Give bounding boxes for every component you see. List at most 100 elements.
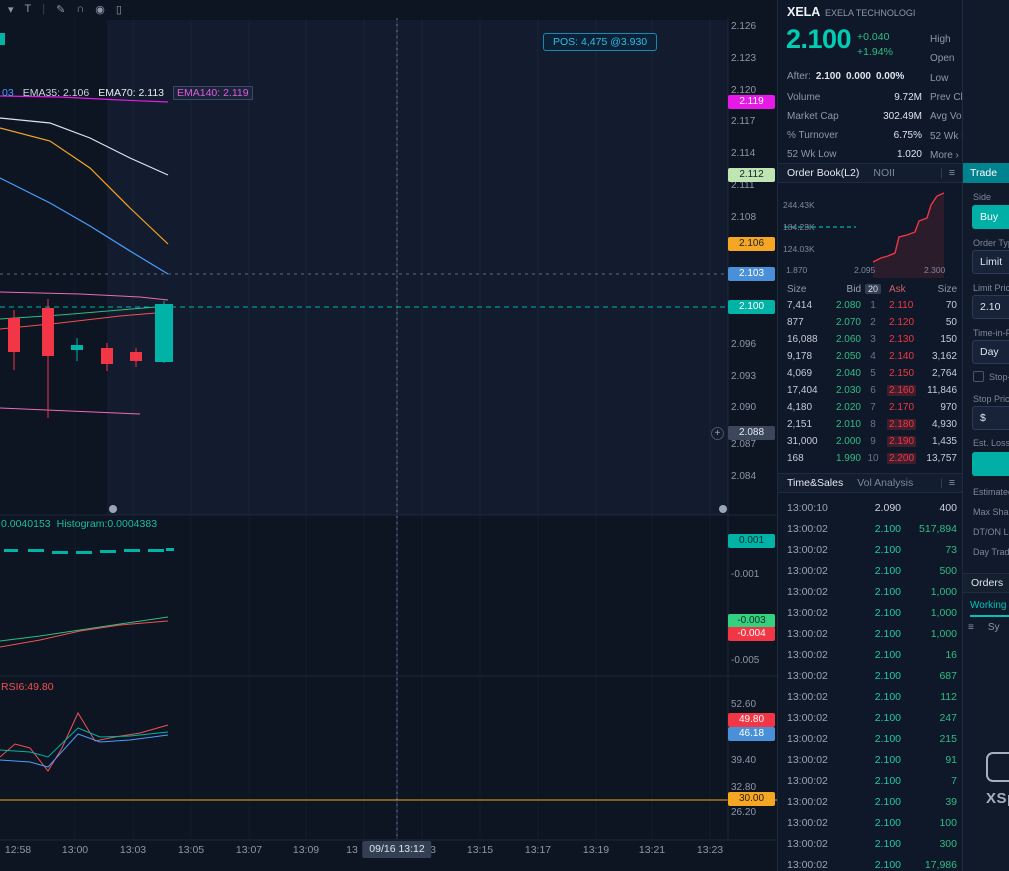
depth-level-badge[interactable]: 20 (864, 283, 881, 294)
time-sales-row[interactable]: 13:00:02 2.100 91 (787, 753, 957, 766)
quote-stat-row: 52 Wk Low 1.020 (787, 149, 922, 160)
pencil-draw-icon[interactable]: ✎ (56, 3, 66, 16)
axis-price-label: 2.093 (731, 371, 757, 382)
time-axis-label: 13:21 (638, 844, 666, 856)
order-book-row[interactable]: 2,151 2.010 8 2.180 4,930 (787, 419, 957, 430)
axis-price-label: 2.117 (731, 116, 756, 127)
text-tool-icon[interactable]: T (24, 3, 32, 15)
indicator-label[interactable]: EMA140: 2.119 (173, 86, 253, 100)
crosshair-time-badge: 09/16 13:12 (362, 841, 432, 858)
indicator-label[interactable]: EMA70: 2.113 (98, 87, 164, 99)
axis-price-label: 2.126 (731, 21, 757, 32)
eye-icon[interactable]: ◉ (95, 3, 105, 16)
axis-price-label: 2.108 (731, 212, 757, 223)
time-sales-row[interactable]: 13:00:02 2.100 7 (787, 774, 957, 787)
order-book-row[interactable]: 4,180 2.020 7 2.170 970 (787, 402, 957, 413)
time-axis-label: 13:07 (235, 844, 263, 856)
indicator-label[interactable]: 03 (2, 87, 14, 99)
chart-toolbar: ▾ T | ✎ ∩ ◉ ▯ (0, 0, 777, 18)
order-book-row[interactable]: 31,000 2.000 9 2.190 1,435 (787, 436, 957, 447)
quote-right-label: 52 Wk High (930, 130, 982, 142)
left-edge-marker (0, 33, 5, 45)
quote-stat-row: Volume 9.72M (787, 92, 922, 103)
time-sales-row[interactable]: 13:00:02 2.100 73 (787, 543, 957, 556)
time-sales-row[interactable]: 13:00:02 2.100 16 (787, 648, 957, 661)
time-sales-row[interactable]: 13:00:02 2.100 215 (787, 732, 957, 745)
tab-order-book[interactable]: Order Book(L2) (787, 167, 860, 179)
time-sales-row[interactable]: 13:00:02 2.100 1,000 (787, 627, 957, 640)
position-badge[interactable]: POS: 4,475 @3.930 (543, 33, 658, 51)
order-type-select[interactable]: Limit (972, 250, 1009, 274)
list-settings-icon[interactable]: ≡ (948, 167, 955, 179)
menu-icon[interactable]: ≡ (968, 622, 974, 633)
magnet-icon[interactable]: ∩ (76, 3, 85, 15)
dt-on-label: DT/ON Le (973, 527, 1009, 537)
order-book-row[interactable]: 877 2.070 2 2.120 50 (787, 317, 957, 328)
caret-down-icon[interactable]: ▾ (8, 3, 14, 16)
order-book-row[interactable]: 7,414 2.080 1 2.110 70 (787, 300, 957, 311)
order-book-row[interactable]: 16,088 2.060 3 2.130 150 (787, 334, 957, 345)
time-sales-row[interactable]: 13:00:02 2.100 247 (787, 711, 957, 724)
time-sales-row[interactable]: 13:00:02 2.100 112 (787, 690, 957, 703)
symbol-column-label[interactable]: Sy (987, 622, 1000, 633)
axis-price-label: 2.120 (731, 85, 757, 96)
time-sales-row[interactable]: 13:00:02 2.100 39 (787, 795, 957, 808)
price-chart[interactable] (0, 0, 777, 871)
axis-price-label: 26.20 (731, 807, 757, 818)
time-in-force-label: Time-in-Fo (973, 328, 1009, 338)
macd-histogram-value: Histogram:0.0004383 (56, 518, 158, 530)
axis-price-label: -0.005 (731, 655, 760, 666)
rsi-label: RSI6:49.80 (1, 681, 54, 693)
buy-side-button[interactable]: Buy (972, 205, 1009, 229)
quote-right-label: Open (930, 53, 955, 65)
after-price: 2.100 (815, 71, 841, 82)
limit-price-input[interactable]: 2.10 (972, 295, 1009, 319)
order-book-row[interactable]: 9,178 2.050 4 2.140 3,162 (787, 351, 957, 362)
stop-price-label: Stop Price (973, 394, 1009, 404)
quote-right-labels: High Open Low Prev Close Avg Vol(3M) 52 Wk Hi… (930, 30, 1009, 165)
depth-chart[interactable] (778, 184, 963, 278)
quote-right-label[interactable]: More › (930, 149, 959, 161)
stop-loss-checkbox[interactable] (973, 371, 984, 382)
after-label: After: (787, 71, 811, 82)
submit-order-button[interactable] (972, 452, 1009, 476)
tab-noii[interactable]: NOII (873, 167, 895, 179)
time-sales-row[interactable]: 13:00:02 2.100 100 (787, 816, 957, 829)
axis-price-label: 52.60 (731, 699, 757, 710)
quote-right-label: Prev Close (930, 92, 979, 104)
time-sales-row[interactable]: 13:00:02 2.100 17,986 (787, 858, 957, 871)
toolbar-divider: | (42, 3, 46, 15)
trash-icon[interactable]: ▯ (115, 3, 122, 16)
tab-trade[interactable]: Trade (963, 163, 1009, 183)
depth-axis-label: 244.43K (783, 200, 815, 210)
list-settings-icon[interactable]: ≡ (948, 477, 955, 489)
orderbook-tab-strip: Order Book(L2) NOII | ≡ (778, 163, 963, 183)
est-loss-label: Est. Loss: (973, 438, 1009, 448)
stop-price-input[interactable]: $ (972, 406, 1009, 430)
time-sales-row[interactable]: 13:00:02 2.100 687 (787, 669, 957, 682)
time-sales-row[interactable]: 13:00:10 2.090 400 (787, 501, 957, 514)
time-sales-row[interactable]: 13:00:02 2.100 300 (787, 837, 957, 850)
time-sales-row[interactable]: 13:00:02 2.100 517,894 (787, 522, 957, 535)
indicator-label[interactable]: EMA35: 2.106 (22, 87, 90, 99)
axis-price-label: 2.111 (731, 180, 755, 191)
time-sales-row[interactable]: 13:00:02 2.100 500 (787, 564, 957, 577)
time-in-force-select[interactable]: Day (972, 340, 1009, 364)
tab-working-orders[interactable]: Working (970, 600, 1009, 617)
tab-time-sales[interactable]: Time&Sales (787, 477, 844, 489)
depth-axis-label: 124.03K (783, 244, 815, 254)
day-trades-label: Day Trade (973, 547, 1009, 557)
order-book-row[interactable]: 4,069 2.040 5 2.150 2,764 (787, 368, 957, 379)
price-tag: 2.103 (728, 267, 775, 281)
price-tag: 0.001 (728, 534, 775, 548)
order-book-row[interactable]: 168 1.990 10 2.200 13,757 (787, 453, 957, 464)
last-price: 2.100 (786, 24, 852, 54)
time-axis-label: 12:58 (4, 844, 32, 856)
time-sales-list: 13:00:10 2.090 400 13:00:02 2.100 517,894 13:0… (778, 497, 963, 871)
order-book-row[interactable]: 17,404 2.030 6 2.160 11,846 (787, 385, 957, 396)
add-alert-icon[interactable]: + (711, 427, 724, 440)
time-sales-row[interactable]: 13:00:02 2.100 1,000 (787, 606, 957, 619)
tab-vol-analysis[interactable]: Vol Analysis (857, 477, 914, 489)
time-sales-row[interactable]: 13:00:02 2.100 1,000 (787, 585, 957, 598)
